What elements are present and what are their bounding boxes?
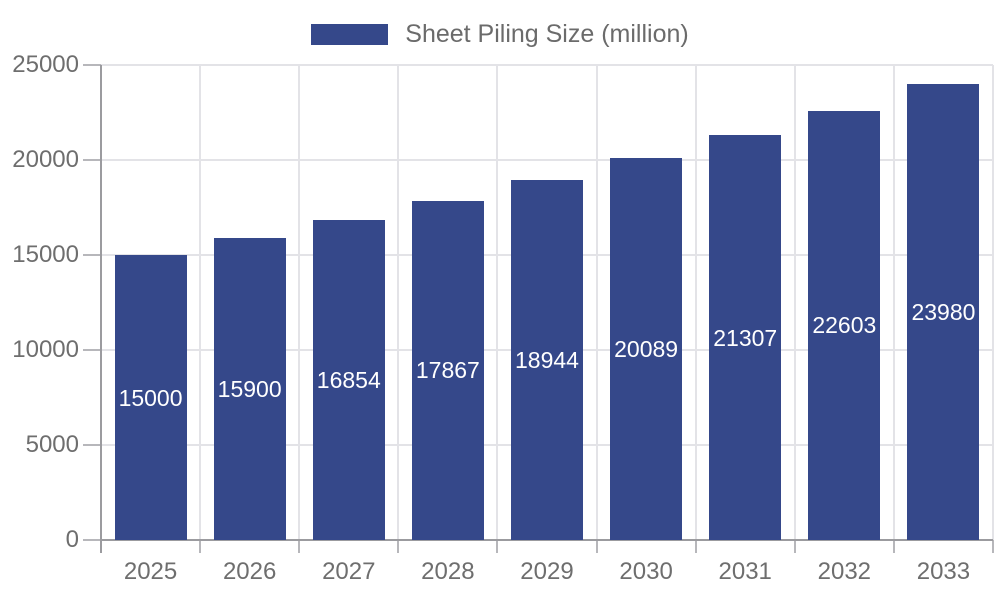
bar-value-label: 17867 xyxy=(415,357,480,384)
x-axis-tick xyxy=(793,540,796,553)
x-axis-tick-label: 2033 xyxy=(916,558,971,585)
x-axis-tick xyxy=(397,540,400,553)
gridline-vertical xyxy=(892,65,895,540)
x-axis-tick xyxy=(694,540,697,553)
x-axis-tick-label: 2031 xyxy=(718,558,772,585)
y-axis-tick-label: 15000 xyxy=(12,241,79,268)
bar-2029[interactable] xyxy=(511,180,583,540)
bar-value-label: 15900 xyxy=(217,375,282,402)
y-axis-tick-label: 20000 xyxy=(12,146,79,173)
y-axis-tick xyxy=(83,539,101,541)
bar-2032[interactable] xyxy=(808,110,881,540)
x-axis-line xyxy=(101,539,993,541)
x-axis-tick xyxy=(298,540,301,553)
legend-swatch xyxy=(311,23,389,45)
bar-value-label: 21307 xyxy=(713,324,778,351)
bar-2027[interactable] xyxy=(312,219,385,540)
bar-value-label: 20089 xyxy=(614,336,679,363)
bar-2025[interactable] xyxy=(114,255,187,540)
x-axis-tick-label: 2029 xyxy=(520,558,574,585)
y-axis-tick xyxy=(83,444,101,446)
bar-2030[interactable] xyxy=(610,158,683,540)
gridline-vertical xyxy=(595,65,598,540)
y-axis-tick xyxy=(83,159,101,161)
gridline-vertical xyxy=(793,65,796,540)
bar-2026[interactable] xyxy=(213,237,286,540)
gridline-vertical xyxy=(992,65,994,540)
bar-2031[interactable] xyxy=(709,135,782,540)
gridline-vertical xyxy=(694,65,697,540)
y-axis-tick xyxy=(83,254,101,256)
bar-value-label: 22603 xyxy=(812,312,877,339)
legend-label: Sheet Piling Size (million) xyxy=(405,19,689,48)
legend[interactable]: Sheet Piling Size (million) xyxy=(0,12,1000,56)
x-axis-tick-label: 2028 xyxy=(421,558,475,585)
y-axis-tick-label: 0 xyxy=(65,526,79,553)
bar-2033[interactable] xyxy=(907,84,980,540)
y-axis-tick-label: 25000 xyxy=(12,51,79,78)
bar-value-label: 15000 xyxy=(118,384,183,411)
x-axis-tick-label: 2026 xyxy=(222,558,277,585)
gridline-vertical xyxy=(397,65,400,540)
y-axis-tick xyxy=(83,64,101,66)
gridline-horizontal xyxy=(101,64,993,66)
x-axis-tick-label: 2027 xyxy=(322,558,376,585)
bar-value-label: 16854 xyxy=(316,366,381,393)
x-axis-tick-label: 2030 xyxy=(619,558,673,585)
x-axis-tick xyxy=(892,540,895,553)
gridline-vertical xyxy=(496,65,499,540)
x-axis-tick xyxy=(595,540,598,553)
bar-value-label: 23980 xyxy=(911,299,976,326)
y-axis-tick xyxy=(83,349,101,351)
gridline-horizontal xyxy=(101,159,993,161)
x-axis-tick xyxy=(496,540,499,553)
gridline-vertical xyxy=(298,65,301,540)
y-axis-tick-label: 10000 xyxy=(12,336,79,363)
bar-value-label: 18944 xyxy=(515,347,579,374)
x-axis-tick xyxy=(992,540,994,553)
x-axis-tick xyxy=(199,540,202,553)
y-axis-tick-label: 5000 xyxy=(25,431,79,458)
y-axis-line xyxy=(100,65,102,553)
x-axis-tick-label: 2025 xyxy=(123,558,178,585)
x-axis-tick-label: 2032 xyxy=(817,558,872,585)
bar-2028[interactable] xyxy=(411,200,484,540)
gridline-vertical xyxy=(199,65,202,540)
